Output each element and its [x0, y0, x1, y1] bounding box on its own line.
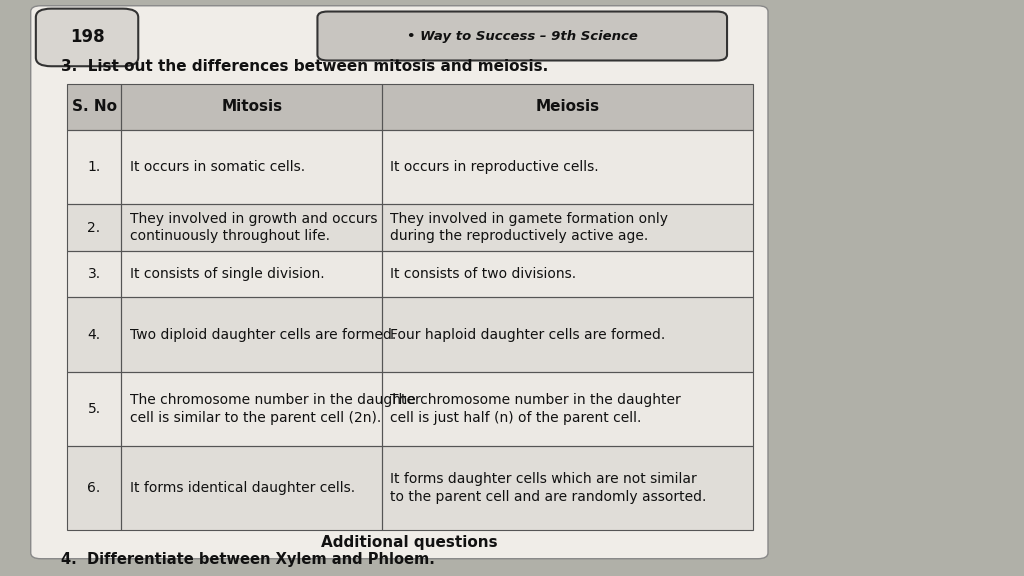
Text: 198: 198 [70, 28, 104, 47]
Bar [382, 204, 753, 251]
Bar [382, 84, 753, 130]
Text: It occurs in somatic cells.: It occurs in somatic cells. [130, 160, 305, 174]
Bar [122, 130, 382, 204]
Text: 3.: 3. [87, 267, 100, 281]
Text: Four haploid daughter cells are formed.: Four haploid daughter cells are formed. [390, 328, 666, 342]
Bar [382, 297, 753, 372]
Text: The chromosome number in the daughter
cell is similar to the parent cell (2n).: The chromosome number in the daughter ce… [130, 393, 421, 425]
Text: 1.: 1. [87, 160, 100, 174]
FancyBboxPatch shape [31, 6, 768, 559]
Bar [122, 372, 382, 446]
FancyBboxPatch shape [317, 12, 727, 60]
Bar [122, 446, 382, 530]
Text: They involved in gamete formation only
during the reproductively active age.: They involved in gamete formation only d… [390, 212, 669, 243]
Bar [67, 204, 122, 251]
Text: 4.: 4. [87, 328, 100, 342]
Bar [67, 130, 122, 204]
Text: It forms identical daughter cells.: It forms identical daughter cells. [130, 481, 354, 495]
Text: • Way to Success – 9th Science: • Way to Success – 9th Science [407, 30, 638, 43]
Bar [382, 251, 753, 297]
Bar [382, 130, 753, 204]
Text: It consists of two divisions.: It consists of two divisions. [390, 267, 577, 281]
Text: It forms daughter cells which are not similar
to the parent cell and are randoml: It forms daughter cells which are not si… [390, 472, 707, 504]
Text: 6.: 6. [87, 481, 100, 495]
Bar [382, 251, 753, 297]
Text: 3.  List out the differences between mitosis and meiosis.: 3. List out the differences between mito… [61, 59, 549, 74]
Bar [122, 204, 382, 251]
Text: It consists of single division.: It consists of single division. [130, 267, 325, 281]
Bar [382, 84, 753, 130]
Bar [122, 84, 382, 130]
Bar [382, 446, 753, 530]
Text: 5.: 5. [87, 402, 100, 416]
Bar [382, 130, 753, 204]
Bar [122, 297, 382, 372]
Text: Two diploid daughter cells are formed.: Two diploid daughter cells are formed. [130, 328, 396, 342]
Bar [382, 372, 753, 446]
Bar [122, 251, 382, 297]
Text: 4.  Differentiate between Xylem and Phloem.: 4. Differentiate between Xylem and Phloe… [61, 552, 435, 567]
Bar [122, 84, 382, 130]
Bar [122, 130, 382, 204]
Bar [382, 297, 753, 372]
Bar [67, 130, 122, 204]
Bar [67, 297, 122, 372]
Bar [67, 446, 122, 530]
Bar [122, 204, 382, 251]
Bar [67, 204, 122, 251]
Bar [67, 446, 122, 530]
Bar [382, 372, 753, 446]
Text: It occurs in reproductive cells.: It occurs in reproductive cells. [390, 160, 599, 174]
Text: The chromosome number in the daughter
cell is just half (n) of the parent cell.: The chromosome number in the daughter ce… [390, 393, 681, 425]
Bar [67, 251, 122, 297]
Text: S. No: S. No [72, 99, 117, 114]
FancyBboxPatch shape [36, 9, 138, 66]
Bar [122, 297, 382, 372]
Bar [122, 372, 382, 446]
Text: Meiosis: Meiosis [536, 99, 599, 114]
Bar [122, 446, 382, 530]
Text: They involved in growth and occurs
continuously throughout life.: They involved in growth and occurs conti… [130, 212, 377, 243]
Bar [67, 251, 122, 297]
Bar [67, 297, 122, 372]
Text: Additional questions: Additional questions [322, 535, 498, 550]
Text: 2.: 2. [87, 221, 100, 234]
Text: Mitosis: Mitosis [221, 99, 283, 114]
Bar [67, 372, 122, 446]
Bar [122, 251, 382, 297]
Bar [382, 204, 753, 251]
Bar [67, 84, 122, 130]
Bar [67, 84, 122, 130]
Bar [382, 446, 753, 530]
Bar [67, 372, 122, 446]
